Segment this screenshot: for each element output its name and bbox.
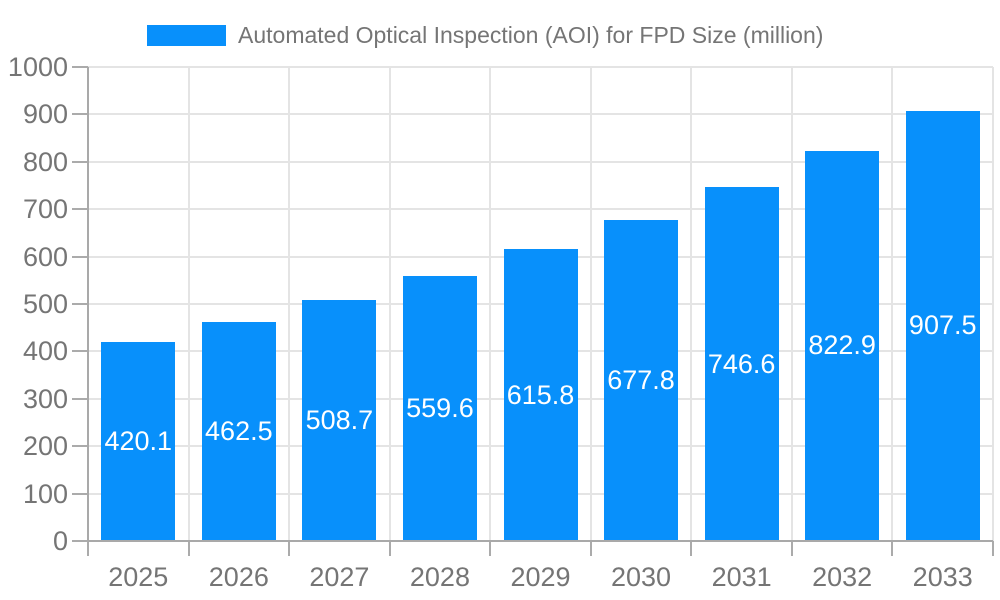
y-tick xyxy=(72,160,88,163)
x-gridline xyxy=(489,67,492,541)
y-tick xyxy=(72,445,88,448)
x-tick xyxy=(187,541,190,556)
x-gridline xyxy=(187,67,190,541)
x-gridline xyxy=(891,67,894,541)
bar[interactable]: 822.9 xyxy=(805,150,880,541)
bar-value-label: 615.8 xyxy=(506,379,575,410)
bar-value-label: 508.7 xyxy=(305,404,374,435)
y-gridline xyxy=(88,66,993,68)
bar[interactable]: 907.5 xyxy=(905,110,980,541)
y-axis-label: 200 xyxy=(22,431,68,462)
bar[interactable]: 462.5 xyxy=(201,321,276,541)
x-axis-label: 2032 xyxy=(812,562,873,592)
y-gridline xyxy=(88,208,993,211)
x-gridline xyxy=(790,67,793,541)
y-tick xyxy=(72,255,88,258)
x-axis-label: 2030 xyxy=(611,562,672,592)
bar-value-label: 462.5 xyxy=(205,415,273,446)
plot-area: 420.1 462.5 508.7 559.6 615.8 677.8 746.6 822.9… xyxy=(8,52,994,592)
x-axis-line xyxy=(88,540,993,542)
y-tick xyxy=(72,397,88,400)
bar[interactable]: 677.8 xyxy=(604,219,679,541)
x-axis-label: 2026 xyxy=(208,562,269,592)
bar[interactable]: 615.8 xyxy=(503,249,578,541)
y-axis-label: 1000 xyxy=(7,52,68,82)
x-gridline xyxy=(992,67,994,541)
x-axis-label: 2031 xyxy=(711,562,772,592)
bar-value-label: 822.9 xyxy=(808,330,876,361)
y-tick xyxy=(72,113,88,116)
x-tick xyxy=(288,541,291,556)
x-tick xyxy=(388,541,391,556)
y-tick xyxy=(72,66,88,68)
x-gridline xyxy=(288,67,291,541)
x-tick xyxy=(891,541,894,556)
x-axis-label: 2028 xyxy=(409,562,470,592)
x-axis-label: 2033 xyxy=(912,562,973,592)
bar-value-label: 907.5 xyxy=(908,310,977,341)
x-tick xyxy=(992,541,994,556)
x-axis-label: 2027 xyxy=(309,562,370,592)
y-gridline xyxy=(88,113,993,116)
bar-value-label: 420.1 xyxy=(104,425,173,456)
x-tick xyxy=(489,541,492,556)
y-axis-label: 600 xyxy=(22,241,68,272)
legend-label: Automated Optical Inspection (AOI) for F… xyxy=(238,22,824,48)
bar[interactable]: 420.1 xyxy=(101,341,176,541)
x-tick xyxy=(589,541,592,556)
x-tick xyxy=(87,541,89,556)
x-gridline xyxy=(589,67,592,541)
x-axis-label: 2025 xyxy=(108,562,169,592)
x-gridline xyxy=(388,67,391,541)
x-gridline xyxy=(690,67,693,541)
y-tick xyxy=(72,492,88,495)
bar[interactable]: 559.6 xyxy=(402,275,477,541)
bar[interactable]: 508.7 xyxy=(302,299,377,541)
y-axis-line xyxy=(87,67,89,541)
bar-value-label: 559.6 xyxy=(406,392,474,423)
y-axis-label: 100 xyxy=(22,478,68,509)
y-axis-label: 700 xyxy=(22,194,68,225)
y-axis-label: 0 xyxy=(52,526,68,556)
y-tick xyxy=(72,350,88,353)
bar-value-label: 746.6 xyxy=(707,348,776,379)
x-tick xyxy=(690,541,693,556)
bar[interactable]: 746.6 xyxy=(704,187,779,541)
legend-swatch xyxy=(147,25,226,46)
x-axis-label: 2029 xyxy=(510,562,571,592)
y-axis-label: 300 xyxy=(22,383,68,414)
y-axis-label: 500 xyxy=(22,289,68,319)
y-axis-label: 900 xyxy=(22,99,68,130)
y-tick xyxy=(72,208,88,211)
y-tick xyxy=(72,303,88,305)
y-gridline xyxy=(88,160,993,163)
x-tick xyxy=(790,541,793,556)
bar-value-label: 677.8 xyxy=(607,364,675,395)
y-axis-label: 800 xyxy=(22,146,68,177)
y-tick xyxy=(72,540,88,542)
y-axis-label: 400 xyxy=(22,336,68,367)
legend-item[interactable]: Automated Optical Inspection (AOI) for F… xyxy=(147,22,823,49)
